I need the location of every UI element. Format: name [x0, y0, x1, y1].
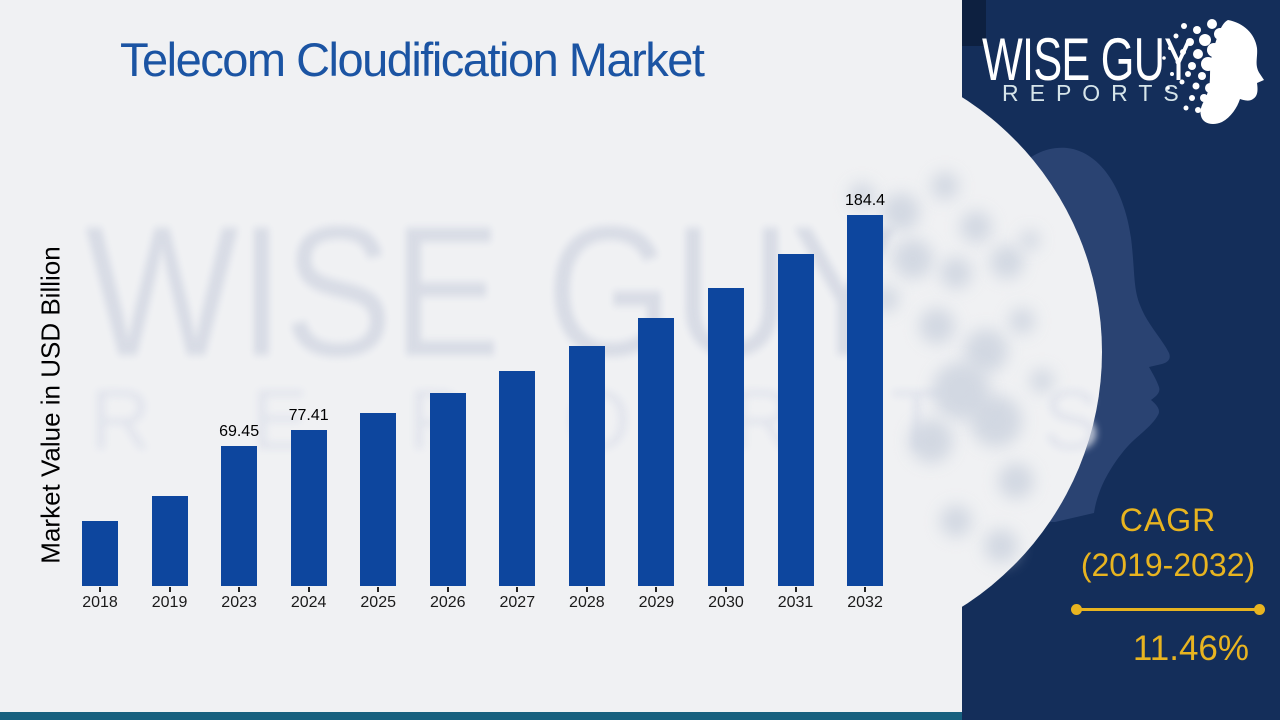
x-tick-label: 2023: [221, 594, 257, 611]
blurred-texture-dot: [960, 211, 992, 243]
x-axis-tick: [585, 587, 588, 592]
x-tick-label: 2025: [360, 594, 396, 611]
y-axis-label: Market Value in USD Billion: [35, 246, 66, 564]
blurred-texture-dot: [1009, 308, 1035, 334]
bar-2019: [151, 495, 188, 586]
blurred-texture-dot: [864, 234, 886, 256]
footer-accent-bar: [0, 712, 962, 720]
x-axis-tick: [516, 587, 519, 592]
x-axis-tick: [307, 587, 310, 592]
blurred-texture-dot: [931, 172, 959, 200]
blurred-texture-dot: [940, 257, 972, 289]
x-tick-label: 2028: [569, 594, 605, 611]
blurred-texture-dot: [919, 308, 955, 344]
blurred-texture-dot: [849, 183, 875, 209]
brand-logo: WISE GUY REPORTS: [962, 0, 1280, 140]
watermark-reports: REPORTS: [90, 373, 1200, 468]
blurred-texture-dot: [882, 193, 920, 231]
x-tick-label: 2027: [499, 594, 536, 611]
x-axis-tick: [446, 587, 449, 592]
cagr-value: 11.46%: [1132, 629, 1249, 668]
bar-2018: [82, 521, 118, 586]
panel-corner-accent: [962, 0, 986, 46]
blurred-texture-dot: [984, 529, 1018, 563]
logo-wordmark: WISE GUY: [982, 26, 1193, 93]
blurred-texture-dot: [893, 239, 933, 279]
blurred-texture-dot: [990, 245, 1024, 279]
blurred-texture-dot: [909, 419, 953, 463]
cagr-divider-line: [1071, 604, 1265, 615]
cagr-title: CAGR: [1119, 502, 1217, 538]
x-axis-tick: [168, 587, 171, 592]
x-tick-label: 2024: [290, 594, 327, 611]
blurred-texture-dot: [1020, 230, 1040, 250]
x-axis-tick: [238, 587, 241, 592]
logo-reports-label: REPORTS: [1002, 80, 1190, 106]
watermark-wordmark: WISE GUY: [85, 189, 900, 395]
x-axis-tick: [377, 587, 380, 592]
x-tick-label: 2026: [429, 594, 466, 611]
cagr-block: CAGR (2019-2032) 11.46%: [1071, 502, 1265, 669]
cagr-range: (2019-2032): [1080, 547, 1256, 583]
blurred-texture-dot: [1030, 369, 1054, 393]
blurred-texture-dot: [932, 362, 990, 420]
x-tick-label: 2018: [82, 594, 118, 611]
x-tick-label: 2019: [151, 594, 188, 611]
x-axis-tick: [99, 587, 101, 592]
page-title: Telecom Cloudification Market: [120, 33, 705, 86]
blurred-texture-dot: [873, 286, 899, 312]
logo-dotted-head-icon: [1162, 19, 1264, 124]
blurred-texture-dot: [940, 505, 972, 537]
blurred-texture-dot: [998, 463, 1034, 499]
